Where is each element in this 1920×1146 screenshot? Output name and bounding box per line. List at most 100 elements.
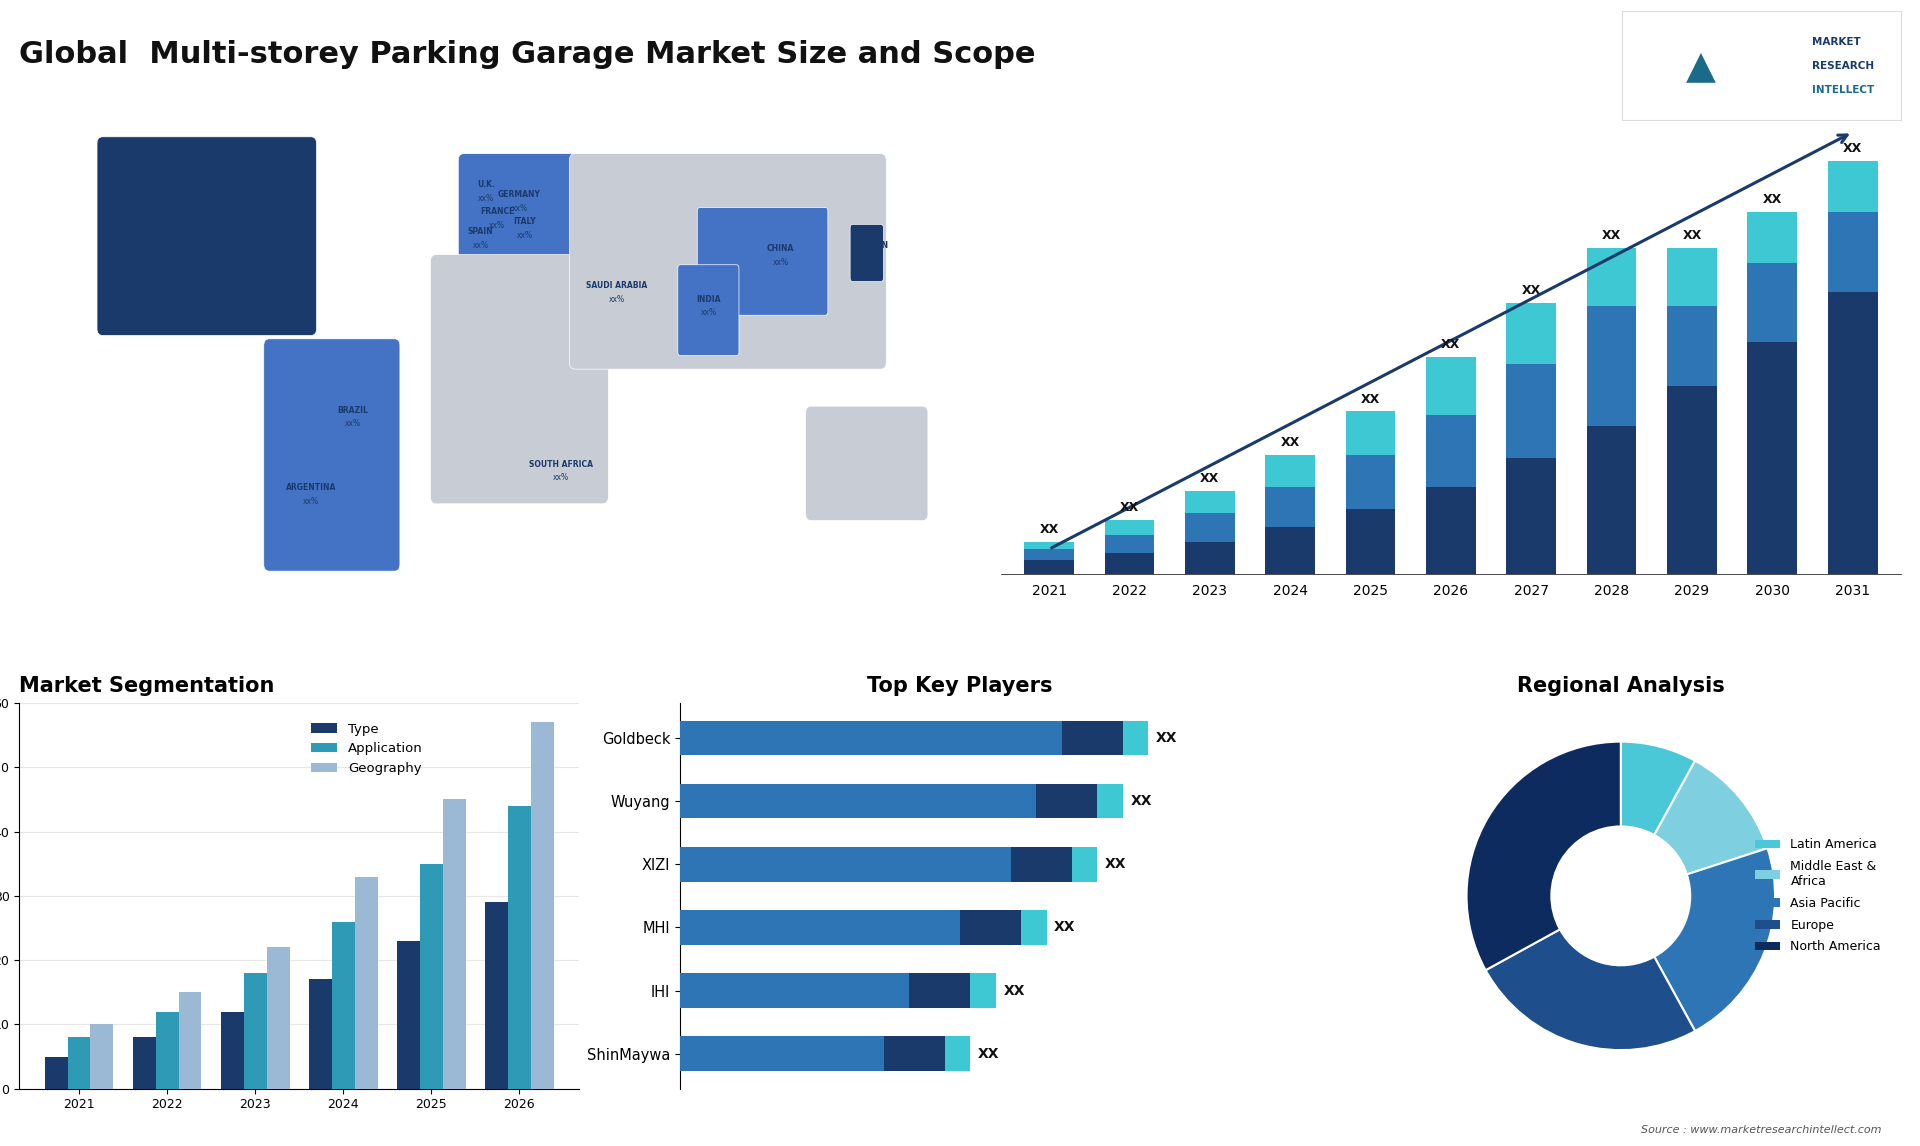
Bar xyxy=(1062,721,1123,755)
Bar xyxy=(970,973,996,1008)
Text: XX: XX xyxy=(1361,393,1380,406)
Text: MEXICO: MEXICO xyxy=(192,295,225,304)
Bar xyxy=(680,784,1037,818)
Bar xyxy=(1667,306,1716,386)
Bar xyxy=(1023,549,1073,560)
Bar xyxy=(1185,513,1235,542)
Bar xyxy=(1667,386,1716,574)
Wedge shape xyxy=(1620,741,1695,835)
Bar xyxy=(1667,249,1716,306)
Text: xx%: xx% xyxy=(303,497,319,505)
Bar xyxy=(1747,262,1797,343)
Bar xyxy=(420,864,444,1089)
Text: ITALY: ITALY xyxy=(515,218,536,227)
Bar xyxy=(444,800,467,1089)
Bar xyxy=(1828,162,1878,212)
Text: XX: XX xyxy=(1682,229,1701,242)
FancyBboxPatch shape xyxy=(806,406,927,520)
FancyBboxPatch shape xyxy=(678,265,739,355)
Text: GERMANY: GERMANY xyxy=(497,190,541,199)
Bar xyxy=(1346,455,1396,509)
Bar xyxy=(1071,847,1098,881)
Bar xyxy=(680,847,1012,881)
Bar xyxy=(1586,306,1636,426)
Bar xyxy=(1012,847,1071,881)
Bar xyxy=(1185,492,1235,513)
Text: xx%: xx% xyxy=(472,241,488,250)
Bar xyxy=(1123,721,1148,755)
Text: xx%: xx% xyxy=(200,308,217,317)
Text: XX: XX xyxy=(1119,501,1139,515)
Bar xyxy=(355,877,378,1089)
Text: xx%: xx% xyxy=(478,194,493,203)
Bar xyxy=(1265,455,1315,487)
Bar xyxy=(1104,520,1154,535)
Text: XX: XX xyxy=(1442,338,1461,351)
Text: MARKET: MARKET xyxy=(1812,37,1860,47)
Legend: Type, Application, Geography: Type, Application, Geography xyxy=(305,717,428,780)
Text: xx%: xx% xyxy=(609,295,624,304)
Bar xyxy=(1185,542,1235,574)
Text: JAPAN: JAPAN xyxy=(862,241,889,250)
Text: xx%: xx% xyxy=(553,473,568,482)
Wedge shape xyxy=(1655,761,1768,874)
Text: XX: XX xyxy=(1763,194,1782,206)
Bar xyxy=(530,722,553,1089)
Bar xyxy=(1747,212,1797,262)
Bar xyxy=(1427,487,1476,574)
Bar xyxy=(1021,910,1046,944)
Bar xyxy=(1427,415,1476,487)
Text: XX: XX xyxy=(1601,229,1620,242)
Bar xyxy=(680,910,960,944)
Bar xyxy=(1265,487,1315,527)
Bar xyxy=(1828,212,1878,292)
Bar xyxy=(156,1012,179,1089)
Bar xyxy=(680,721,1062,755)
Bar xyxy=(1037,784,1098,818)
Bar xyxy=(221,1012,244,1089)
FancyBboxPatch shape xyxy=(430,254,609,504)
Bar xyxy=(309,980,332,1089)
Bar xyxy=(908,973,970,1008)
Wedge shape xyxy=(1655,848,1776,1031)
Text: xx%: xx% xyxy=(701,308,716,317)
Bar xyxy=(1023,560,1073,574)
Bar xyxy=(244,973,267,1089)
FancyBboxPatch shape xyxy=(459,154,580,268)
Bar xyxy=(1104,552,1154,574)
Text: U.S.: U.S. xyxy=(205,237,223,246)
Bar xyxy=(486,902,509,1089)
Bar xyxy=(90,1025,113,1089)
Text: XX: XX xyxy=(1106,857,1127,871)
FancyBboxPatch shape xyxy=(98,136,317,336)
Text: XX: XX xyxy=(1843,142,1862,156)
Bar xyxy=(179,992,202,1089)
Bar xyxy=(680,1036,883,1072)
Bar xyxy=(1828,292,1878,574)
Text: Source : www.marketresearchintellect.com: Source : www.marketresearchintellect.com xyxy=(1642,1124,1882,1135)
Text: SOUTH AFRICA: SOUTH AFRICA xyxy=(530,460,593,469)
Bar xyxy=(509,806,530,1089)
Text: FRANCE: FRANCE xyxy=(480,207,515,217)
Bar xyxy=(960,910,1021,944)
Bar xyxy=(267,948,290,1089)
Text: Market Segmentation: Market Segmentation xyxy=(19,676,275,696)
Bar xyxy=(1023,542,1073,549)
Text: INDIA: INDIA xyxy=(697,295,720,304)
Text: XX: XX xyxy=(1281,435,1300,449)
FancyBboxPatch shape xyxy=(697,207,828,315)
Bar xyxy=(1586,426,1636,574)
FancyBboxPatch shape xyxy=(570,154,887,369)
Wedge shape xyxy=(1467,741,1620,971)
Bar xyxy=(1346,411,1396,455)
Title: Top Key Players: Top Key Players xyxy=(868,676,1052,696)
Text: xx%: xx% xyxy=(772,258,789,267)
Text: SPAIN: SPAIN xyxy=(468,227,493,236)
Text: CANADA: CANADA xyxy=(207,160,244,170)
FancyBboxPatch shape xyxy=(851,225,883,282)
Bar xyxy=(1104,535,1154,552)
Text: xx%: xx% xyxy=(217,173,232,182)
Bar xyxy=(67,1037,90,1089)
Text: XX: XX xyxy=(1131,794,1152,808)
Text: SAUDI ARABIA: SAUDI ARABIA xyxy=(586,281,647,290)
